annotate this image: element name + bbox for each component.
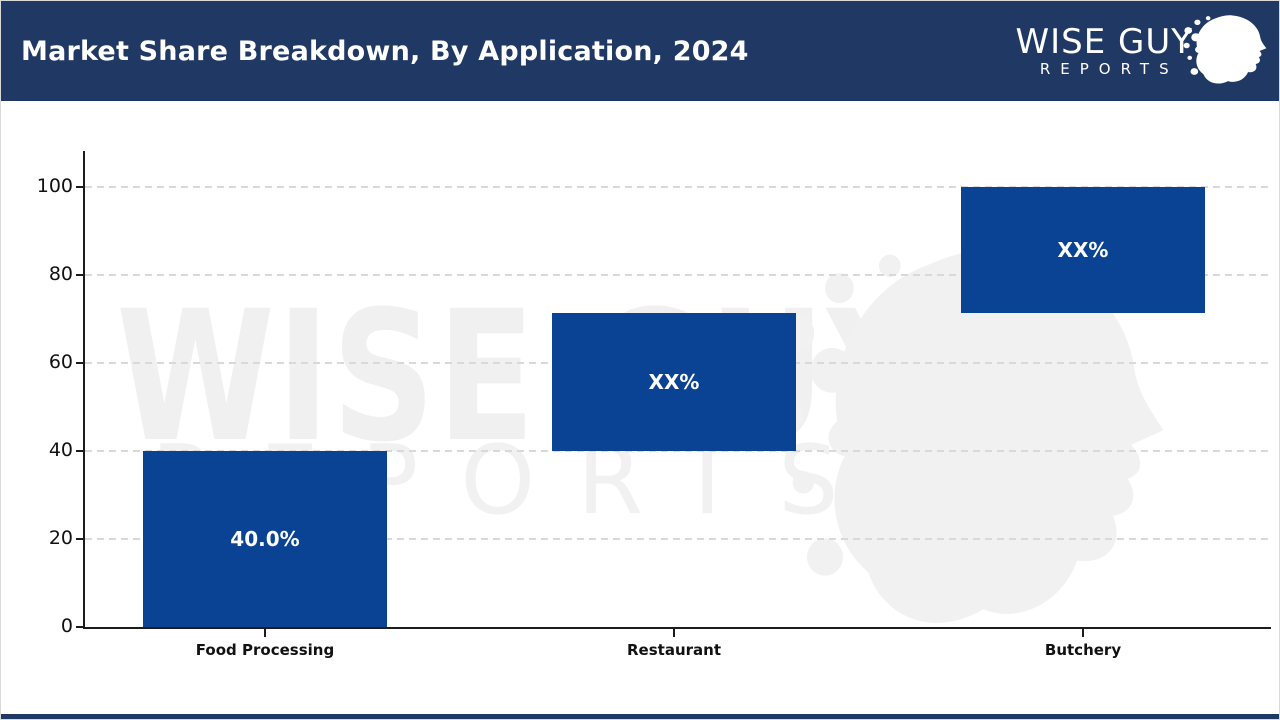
- chart-title: Market Share Breakdown, By Application, …: [21, 35, 749, 67]
- y-tick-label-0: 0: [60, 615, 73, 637]
- x-tick-mark-restaurant: [673, 629, 675, 637]
- watermark-wordmark: WISE GUY: [116, 273, 933, 482]
- x-tick-mark-butchery: [1082, 629, 1084, 637]
- gridline-40: [85, 450, 1271, 452]
- y-tick-label-80: 80: [48, 263, 73, 285]
- logo-line1: WISE GUY: [1015, 22, 1193, 63]
- y-tick-label-40: 40: [48, 439, 73, 461]
- y-tick-mark-0: [76, 626, 83, 628]
- y-tick-label-60: 60: [48, 351, 73, 373]
- bar-value-label: XX%: [648, 369, 700, 394]
- y-axis-line: [83, 151, 85, 628]
- logo-face-icon: [1183, 15, 1267, 84]
- bar-food-processing: 40.0%: [143, 451, 387, 627]
- bar-butchery: XX%: [961, 187, 1205, 313]
- x-axis-label-butchery: Butchery: [1044, 641, 1122, 659]
- logo-wordmark: WISE GUY REPORTS: [1015, 22, 1193, 78]
- logo-line2: REPORTS: [1039, 59, 1179, 78]
- y-tick-mark-100: [76, 186, 83, 188]
- x-axis-label-restaurant: Restaurant: [627, 641, 721, 659]
- gridline-80: [85, 274, 1271, 276]
- y-tick-mark-20: [76, 538, 83, 540]
- y-tick-mark-40: [76, 450, 83, 452]
- y-tick-mark-60: [76, 362, 83, 364]
- gridline-100: [85, 186, 1271, 188]
- bar-restaurant: XX%: [552, 312, 796, 451]
- x-tick-mark-food-processing: [264, 629, 266, 637]
- x-axis-line: [83, 627, 1271, 629]
- x-axis-label-food-processing: Food Processing: [195, 641, 335, 659]
- y-tick-label-100: 100: [36, 175, 73, 197]
- gridline-20: [85, 538, 1271, 540]
- footer-bar: [1, 714, 1279, 719]
- y-tick-mark-80: [76, 274, 83, 276]
- wiseguy-logo: WISE GUY REPORTS: [1015, 7, 1271, 95]
- header-bar: Market Share Breakdown, By Application, …: [1, 1, 1279, 101]
- bar-value-label: 40.0%: [230, 527, 300, 551]
- bar-value-label: XX%: [1057, 237, 1109, 262]
- y-tick-label-20: 20: [48, 527, 73, 549]
